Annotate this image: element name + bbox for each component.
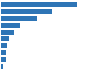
- Bar: [1, 9, 52, 14]
- Bar: [1, 2, 77, 7]
- Bar: [1, 36, 9, 41]
- Bar: [1, 16, 37, 21]
- Bar: [1, 50, 6, 55]
- Bar: [1, 43, 7, 48]
- Bar: [1, 23, 20, 28]
- Bar: [1, 30, 14, 35]
- Bar: [1, 57, 6, 62]
- Bar: [1, 64, 3, 69]
